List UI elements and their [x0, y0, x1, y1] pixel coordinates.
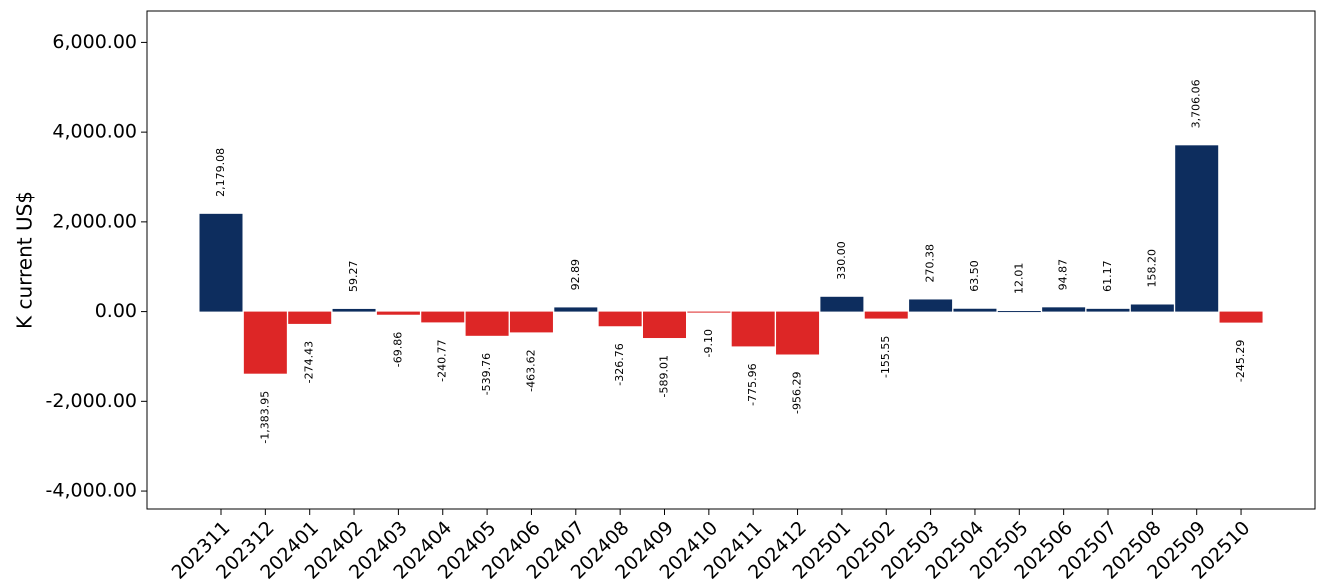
data-label: -956.29 [791, 371, 804, 413]
data-label: -240.77 [436, 339, 449, 381]
data-label: -9.10 [702, 329, 715, 357]
data-label: 270.38 [924, 244, 937, 283]
data-label: -589.01 [658, 355, 671, 397]
bar [1219, 311, 1263, 323]
bar [643, 311, 686, 339]
plot-area [146, 10, 1316, 510]
bar [820, 296, 864, 312]
y-axis: -4,000.00 -2,000.00 0.00 2,000.00 4,000.00 6,… [46, 31, 147, 502]
bar [1042, 307, 1086, 312]
bar [997, 311, 1041, 313]
bar [776, 311, 820, 355]
y-tick-label: 2,000.00 [52, 210, 137, 232]
data-label: -326.76 [613, 343, 626, 385]
data-label: 94.87 [1057, 259, 1070, 291]
bars [199, 145, 1263, 374]
y-tick-label: -4,000.00 [46, 480, 137, 502]
bar [376, 311, 420, 315]
data-label: 61.17 [1101, 260, 1114, 292]
data-label: -245.29 [1234, 340, 1247, 382]
data-label: -69.86 [391, 332, 404, 367]
bar [199, 213, 243, 312]
data-label: 2,179.08 [214, 148, 227, 197]
data-label: -1,383.95 [258, 391, 271, 444]
bar [731, 311, 775, 347]
bar [953, 308, 997, 312]
data-label: 92.89 [569, 259, 582, 291]
y-tick-label: 4,000.00 [52, 121, 137, 143]
bar [332, 308, 376, 312]
bar [1086, 308, 1130, 312]
data-label: 59.27 [347, 260, 360, 292]
data-label: -155.55 [879, 336, 892, 378]
data-label: -463.62 [524, 349, 537, 391]
plot-frame [146, 10, 1316, 510]
y-axis-title: K current US$ [13, 191, 37, 329]
bar [687, 311, 731, 313]
bar [1175, 145, 1219, 312]
data-label: 330.00 [835, 241, 848, 280]
y-tick-label: -2,000.00 [46, 390, 137, 412]
x-axis: 2023112023122024012024022024032024042024… [168, 509, 1254, 584]
bar [598, 311, 642, 327]
bar [509, 311, 553, 333]
bar [1130, 304, 1174, 312]
y-tick-label: 0.00 [95, 300, 137, 322]
data-labels: 2,179.08 -1,383.95 -274.43 59.27 -69.86 -240.… [214, 79, 1247, 443]
data-label: -775.96 [746, 363, 759, 405]
y-tick-label: 6,000.00 [52, 31, 137, 53]
data-label: -274.43 [303, 341, 316, 383]
data-label: 158.20 [1145, 249, 1158, 288]
data-label: 3,706.06 [1190, 79, 1203, 128]
bar [864, 311, 908, 319]
bar [288, 311, 332, 324]
bar [421, 311, 465, 323]
bar [554, 307, 598, 312]
data-label: -539.76 [480, 353, 493, 395]
bar [243, 311, 287, 374]
bar [909, 299, 953, 312]
bar [465, 311, 509, 336]
data-label: 12.01 [1012, 263, 1025, 295]
data-label: 63.50 [968, 260, 981, 292]
